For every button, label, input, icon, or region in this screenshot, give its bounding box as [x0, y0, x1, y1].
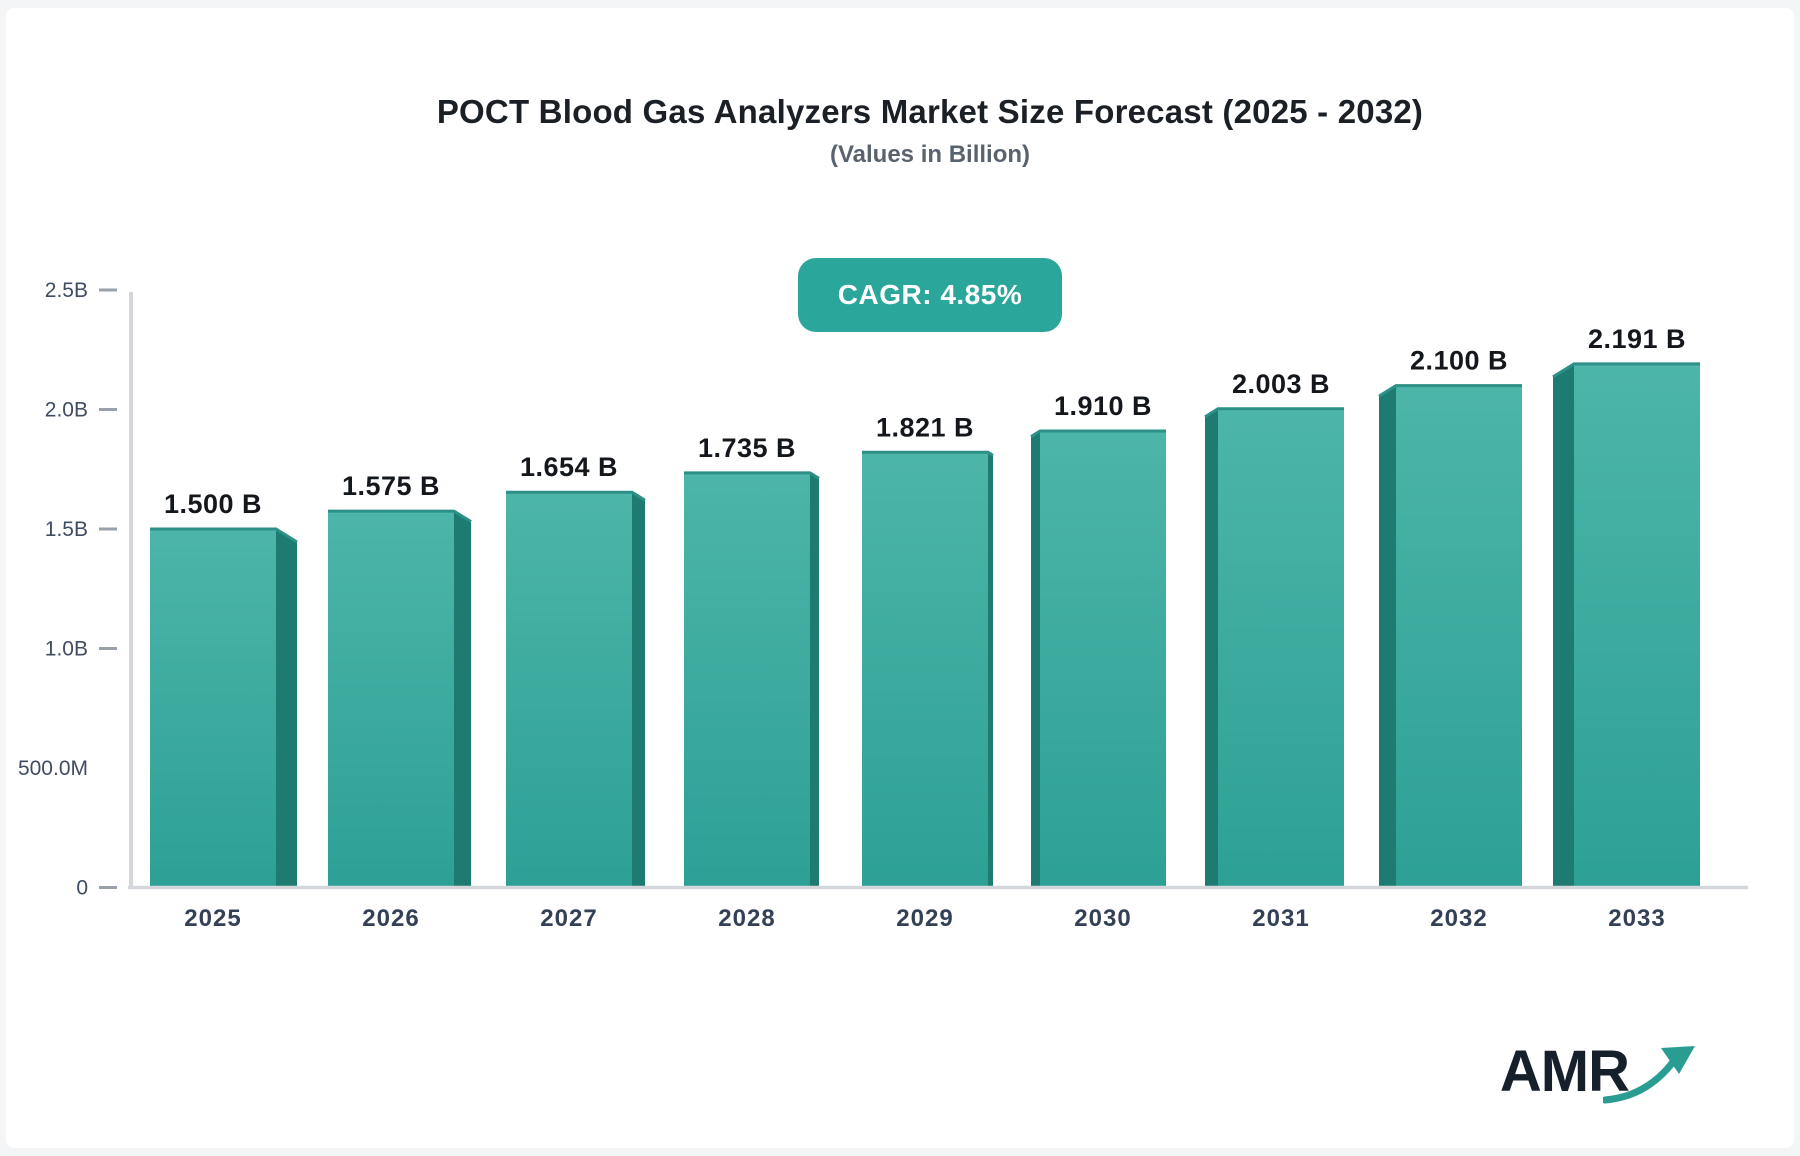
x-axis-label: 2032: [1430, 905, 1487, 932]
bar-top-edge: [1030, 429, 1166, 438]
bar: [1396, 385, 1522, 888]
bar: [1218, 408, 1344, 888]
x-axis-label: 2033: [1608, 905, 1665, 932]
bar-value-label: 1.821 B: [876, 412, 974, 442]
bar-side-face: [1205, 408, 1218, 888]
chart-title: POCT Blood Gas Analyzers Market Size For…: [436, 93, 1424, 130]
bar-top-edge: [150, 527, 298, 544]
bar-value-label: 2.003 B: [1232, 369, 1330, 399]
bar: [862, 452, 988, 888]
amr-logo: AMR: [1493, 1036, 1703, 1116]
amr-logo-text: AMR: [1499, 1039, 1630, 1104]
bar-top-edge: [1552, 362, 1700, 379]
bar-top-edge: [328, 509, 472, 523]
bar-side-face: [810, 472, 819, 888]
bar-side-face: [1031, 431, 1040, 888]
x-axis-label: 2027: [540, 905, 597, 932]
bar-top-edge: [1204, 407, 1344, 419]
bar-top-edge: [684, 471, 820, 480]
bar: [1574, 363, 1700, 888]
bar-top-edge: [506, 490, 646, 502]
x-axis-label: 2026: [362, 905, 419, 932]
cagr-badge-row: CAGR: 4.85%: [60, 258, 1800, 332]
bar-top-edge: [1378, 384, 1522, 398]
bar-side-face: [632, 492, 645, 888]
x-axis-label: 2025: [184, 905, 241, 932]
bar-value-label: 1.575 B: [342, 471, 440, 501]
bar-value-label: 2.191 B: [1588, 324, 1686, 354]
y-axis-label: 1.5B: [45, 518, 88, 541]
x-axis-label: 2030: [1074, 905, 1131, 932]
bar-value-label: 2.100 B: [1410, 346, 1508, 376]
bar: [1040, 431, 1166, 888]
y-axis-label: 2.0B: [45, 399, 88, 422]
bar-side-face: [276, 529, 297, 888]
bar-top-edge: [862, 450, 994, 457]
bar: [506, 492, 632, 888]
bar: [684, 472, 810, 888]
y-axis-label: 500.0M: [18, 757, 88, 780]
bar-side-face: [1379, 385, 1396, 888]
chart-subtitle: (Values in Billion): [829, 141, 1031, 168]
y-axis-label: 2.5B: [45, 279, 88, 302]
bar-side-face: [988, 452, 993, 888]
y-axis-label: 0: [76, 877, 88, 900]
bar-value-label: 1.910 B: [1054, 391, 1152, 421]
x-axis-label: 2029: [896, 905, 953, 932]
cagr-badge: CAGR: 4.85%: [797, 258, 1063, 332]
bar-value-label: 1.735 B: [698, 433, 796, 463]
bar-side-face: [454, 511, 471, 888]
y-axis-label: 1.0B: [45, 638, 88, 661]
amr-logo-arrow-icon: [1603, 1046, 1695, 1104]
x-axis-label: 2028: [718, 905, 775, 932]
bar-side-face: [1553, 363, 1574, 888]
chart-header: POCT Blood Gas Analyzers Market Size For…: [60, 92, 1800, 169]
bar: [150, 529, 276, 888]
x-axis-label: 2031: [1252, 905, 1309, 932]
bar-value-label: 1.500 B: [164, 489, 262, 519]
bar: [328, 511, 454, 888]
bar-value-label: 1.654 B: [520, 452, 618, 482]
